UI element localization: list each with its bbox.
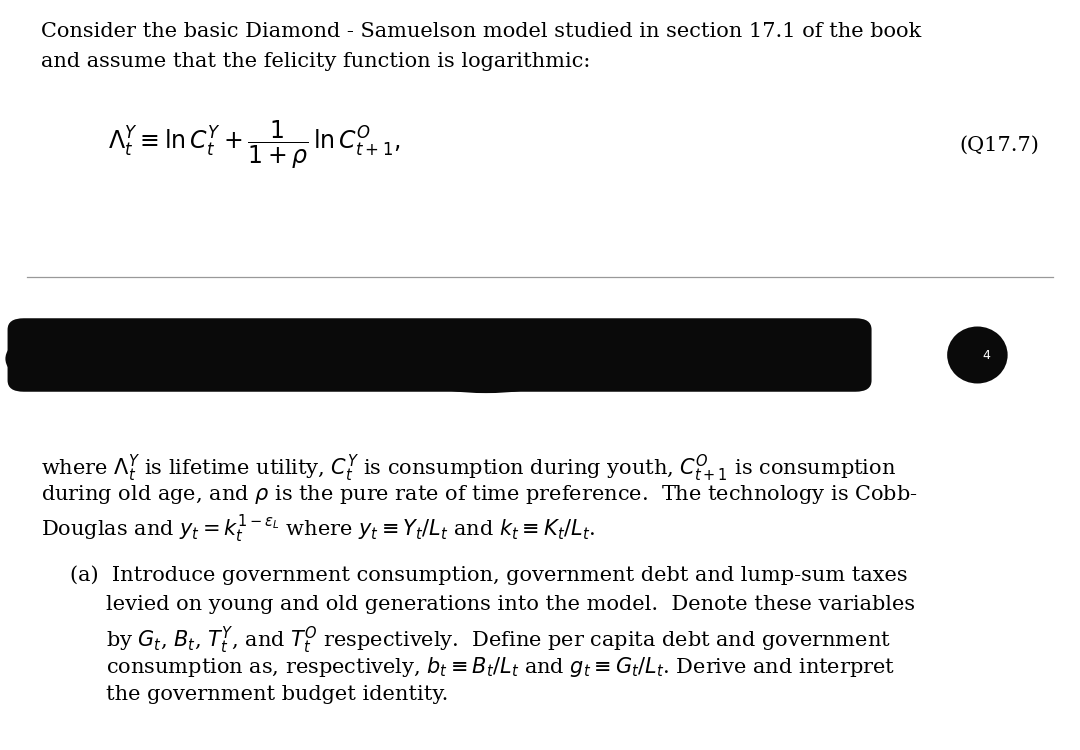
Text: $\Lambda_t^Y \equiv \ln C_t^Y + \dfrac{1}{1+\rho}\,\ln C_{t+1}^O,$: $\Lambda_t^Y \equiv \ln C_t^Y + \dfrac{1…	[108, 118, 401, 171]
Text: consumption as, respectively, $b_t \equiv B_t/L_t$ and $g_t \equiv G_t/L_t$. Der: consumption as, respectively, $b_t \equi…	[106, 655, 895, 679]
Text: during old age, and $\rho$ is the pure rate of time preference.  The technology : during old age, and $\rho$ is the pure r…	[41, 483, 918, 506]
Ellipse shape	[799, 334, 864, 369]
Ellipse shape	[947, 326, 1008, 383]
Text: 4: 4	[983, 349, 990, 361]
Ellipse shape	[5, 332, 103, 386]
Text: (Q17.7): (Q17.7)	[959, 136, 1039, 154]
Text: Consider the basic Diamond - Samuelson model studied in section 17.1 of the book: Consider the basic Diamond - Samuelson m…	[41, 22, 921, 41]
Text: the government budget identity.: the government budget identity.	[106, 685, 448, 704]
Ellipse shape	[389, 332, 583, 393]
Text: levied on young and old generations into the model.  Denote these variables: levied on young and old generations into…	[106, 595, 915, 614]
FancyBboxPatch shape	[8, 318, 872, 392]
Text: and assume that the felicity function is logarithmic:: and assume that the felicity function is…	[41, 52, 591, 71]
Text: by $G_t$, $B_t$, $T_t^Y$, and $T_t^O$ respectively.  Define per capita debt and : by $G_t$, $B_t$, $T_t^Y$, and $T_t^O$ re…	[106, 625, 891, 656]
Text: (a)  Introduce government consumption, government debt and lump-sum taxes: (a) Introduce government consumption, go…	[70, 565, 908, 585]
Text: Douglas and $y_t = k_t^{1-\varepsilon_L}$ where $y_t \equiv Y_t/L_t$ and $k_t \e: Douglas and $y_t = k_t^{1-\varepsilon_L}…	[41, 513, 595, 545]
Text: where $\Lambda_t^Y$ is lifetime utility, $C_t^Y$ is consumption during youth, $C: where $\Lambda_t^Y$ is lifetime utility,…	[41, 453, 896, 484]
